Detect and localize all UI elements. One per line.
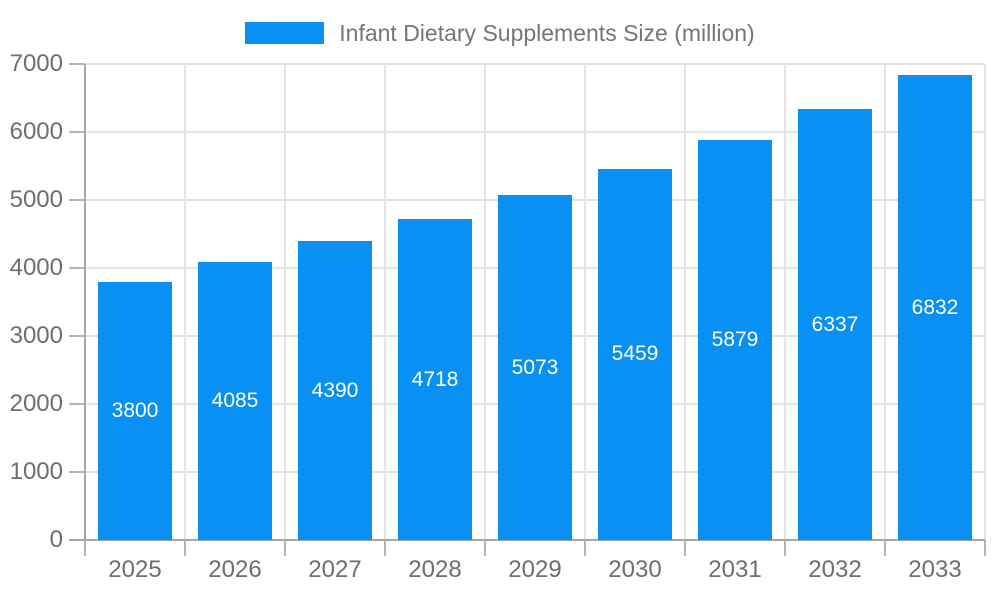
bar-2026[interactable] bbox=[198, 262, 272, 540]
bar-2032[interactable] bbox=[798, 109, 872, 540]
bar-2033[interactable] bbox=[898, 75, 972, 540]
legend-label: Infant Dietary Supplements Size (million… bbox=[339, 19, 755, 46]
x-axis-tick-label: 2026 bbox=[208, 556, 262, 583]
x-axis-tick-label: 2030 bbox=[608, 556, 662, 583]
y-axis-tick bbox=[69, 63, 85, 65]
y-axis-tick bbox=[69, 199, 85, 201]
y-axis-tick bbox=[69, 335, 85, 337]
x-axis-tick-label: 2029 bbox=[508, 556, 562, 583]
x-axis-tick bbox=[84, 540, 86, 556]
x-axis-tick bbox=[684, 540, 686, 556]
bar-value-label: 5459 bbox=[611, 342, 659, 366]
x-gridline bbox=[184, 64, 186, 540]
x-axis-tick-label: 2027 bbox=[308, 556, 362, 583]
bar-2027[interactable] bbox=[298, 241, 372, 540]
bar-value-label: 3800 bbox=[111, 398, 159, 422]
y-axis-tick-label: 6000 bbox=[9, 118, 63, 145]
x-gridline bbox=[984, 64, 986, 540]
y-axis-tick-label: 4000 bbox=[9, 254, 63, 281]
bar-value-label: 4085 bbox=[211, 389, 259, 413]
y-axis-tick-label: 3000 bbox=[9, 322, 63, 349]
x-axis-tick-label: 2033 bbox=[908, 556, 962, 583]
bar-2029[interactable] bbox=[498, 195, 572, 540]
y-axis-tick bbox=[69, 131, 85, 133]
bar-value-label: 4718 bbox=[411, 367, 459, 391]
bar-2030[interactable] bbox=[598, 168, 672, 540]
x-gridline bbox=[784, 64, 786, 540]
x-gridline bbox=[484, 64, 486, 540]
y-gridline bbox=[85, 131, 985, 133]
bar-value-label: 4390 bbox=[311, 378, 359, 402]
x-axis-tick bbox=[984, 540, 986, 556]
y-axis-tick bbox=[69, 267, 85, 269]
x-gridline bbox=[884, 64, 886, 540]
y-axis-tick bbox=[69, 471, 85, 473]
legend-item[interactable]: Infant Dietary Supplements Size (million… bbox=[0, 19, 1000, 46]
x-axis-tick bbox=[884, 540, 886, 556]
y-axis-tick-label: 7000 bbox=[9, 50, 63, 77]
x-axis-tick-label: 2028 bbox=[408, 556, 462, 583]
y-axis-line bbox=[84, 64, 86, 541]
x-axis-line bbox=[69, 539, 985, 541]
bar-value-label: 5073 bbox=[511, 355, 559, 379]
x-gridline bbox=[584, 64, 586, 540]
bar-value-label: 6832 bbox=[911, 295, 959, 319]
bar-value-label: 5879 bbox=[711, 328, 759, 352]
x-axis-tick bbox=[584, 540, 586, 556]
bar-2028[interactable] bbox=[398, 219, 472, 540]
x-axis-tick bbox=[784, 540, 786, 556]
bar-2031[interactable] bbox=[698, 140, 772, 540]
x-gridline bbox=[284, 64, 286, 540]
legend-color-swatch bbox=[245, 22, 325, 44]
x-axis-tick bbox=[184, 540, 186, 556]
y-axis-tick-label: 5000 bbox=[9, 186, 63, 213]
x-axis-tick-label: 2031 bbox=[708, 556, 762, 583]
y-axis-tick bbox=[69, 403, 85, 405]
x-axis-tick bbox=[384, 540, 386, 556]
y-axis-tick-label: 2000 bbox=[9, 390, 63, 417]
x-axis-tick bbox=[284, 540, 286, 556]
x-axis-tick bbox=[484, 540, 486, 556]
x-axis-tick-label: 2025 bbox=[108, 556, 162, 583]
bar-2025[interactable] bbox=[98, 281, 172, 540]
x-gridline bbox=[384, 64, 386, 540]
y-gridline bbox=[85, 63, 985, 65]
x-axis-tick-label: 2032 bbox=[808, 556, 862, 583]
x-gridline bbox=[684, 64, 686, 540]
bar-value-label: 6337 bbox=[811, 312, 859, 336]
y-axis-tick-label: 1000 bbox=[9, 458, 63, 485]
y-axis-tick-label: 0 bbox=[49, 526, 63, 553]
